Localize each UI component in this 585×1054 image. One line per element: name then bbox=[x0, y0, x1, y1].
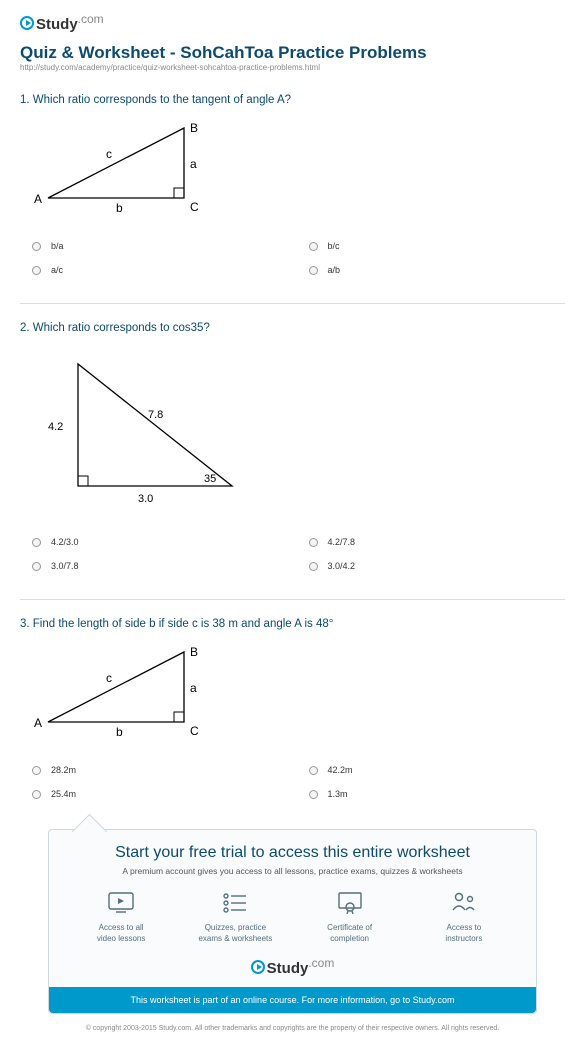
answer-option[interactable]: 28.2m bbox=[32, 765, 289, 775]
answer-text: a/c bbox=[51, 265, 63, 275]
answer-text: 42.2m bbox=[328, 765, 353, 775]
answer-radio[interactable] bbox=[32, 766, 41, 775]
svg-text:B: B bbox=[190, 121, 198, 135]
answer-text: 4.2/3.0 bbox=[51, 537, 79, 547]
quiz-icon bbox=[220, 890, 250, 923]
answer-radio[interactable] bbox=[32, 538, 41, 547]
feature-line2: video lessons bbox=[97, 934, 145, 944]
answer-radio[interactable] bbox=[32, 242, 41, 251]
answer-option[interactable]: 4.2/3.0 bbox=[32, 537, 289, 547]
answer-grid: 4.2/3.0 4.2/7.8 3.0/7.8 3.0/4.2 bbox=[32, 537, 565, 571]
answer-text: 3.0/4.2 bbox=[328, 561, 356, 571]
answer-radio[interactable] bbox=[309, 538, 318, 547]
feature-line1: Certificate of bbox=[327, 923, 372, 933]
answer-option[interactable]: a/b bbox=[309, 265, 566, 275]
answer-radio[interactable] bbox=[32, 562, 41, 571]
cert-icon bbox=[335, 890, 365, 923]
svg-text:c: c bbox=[106, 671, 112, 685]
svg-text:C: C bbox=[190, 724, 199, 738]
feature-line1: Access to all bbox=[99, 923, 144, 933]
promo-feature: Quizzes, practice exams & worksheets bbox=[183, 890, 287, 944]
promo-feature: Access to instructors bbox=[412, 890, 516, 944]
svg-text:c: c bbox=[106, 147, 112, 161]
separator bbox=[20, 303, 565, 304]
answer-radio[interactable] bbox=[32, 790, 41, 799]
question-text: 3. Find the length of side b if side c i… bbox=[20, 618, 565, 630]
feature-line2: exams & worksheets bbox=[198, 934, 272, 944]
answer-text: a/b bbox=[328, 265, 341, 275]
svg-text:b: b bbox=[116, 725, 123, 739]
svg-text:7.8: 7.8 bbox=[148, 409, 163, 421]
svg-text:a: a bbox=[190, 681, 197, 695]
promo-banner: This worksheet is part of an online cour… bbox=[49, 987, 536, 1013]
answer-radio[interactable] bbox=[309, 562, 318, 571]
svg-text:a: a bbox=[190, 157, 197, 171]
answer-option[interactable]: a/c bbox=[32, 265, 289, 275]
svg-text:A: A bbox=[34, 192, 42, 206]
feature-line1: Quizzes, practice bbox=[205, 923, 266, 933]
feature-line2: completion bbox=[330, 934, 369, 944]
answer-option[interactable]: b/a bbox=[32, 241, 289, 251]
answer-text: 28.2m bbox=[51, 765, 76, 775]
answer-option[interactable]: 42.2m bbox=[309, 765, 566, 775]
answer-radio[interactable] bbox=[32, 266, 41, 275]
question-figure: 7.8 4.2 3.0 35 bbox=[32, 346, 565, 519]
answer-text: 1.3m bbox=[328, 789, 348, 799]
question-figure: A B Ca b c bbox=[32, 118, 565, 223]
copyright: © copyright 2003-2015 Study.com. All oth… bbox=[20, 1024, 565, 1034]
answer-text: b/a bbox=[51, 241, 64, 251]
logo-text: Study.com bbox=[267, 956, 335, 977]
answer-radio[interactable] bbox=[309, 242, 318, 251]
instr-icon bbox=[449, 890, 479, 923]
feature-line2: instructors bbox=[445, 934, 482, 944]
svg-text:3.0: 3.0 bbox=[138, 493, 153, 505]
video-icon bbox=[106, 890, 136, 923]
answer-option[interactable]: 3.0/7.8 bbox=[32, 561, 289, 571]
answer-radio[interactable] bbox=[309, 766, 318, 775]
promo-box: Start your free trial to access this ent… bbox=[48, 829, 537, 1014]
site-logo: Study.com bbox=[20, 12, 565, 33]
feature-line1: Access to bbox=[447, 923, 482, 933]
promo-logo: Study.com bbox=[69, 956, 516, 977]
svg-text:35: 35 bbox=[204, 473, 216, 485]
separator bbox=[20, 599, 565, 600]
promo-title: Start your free trial to access this ent… bbox=[69, 844, 516, 862]
answer-text: 4.2/7.8 bbox=[328, 537, 356, 547]
play-icon bbox=[20, 16, 34, 30]
question-text: 1. Which ratio corresponds to the tangen… bbox=[20, 94, 565, 106]
page-title: Quiz & Worksheet - SohCahToa Practice Pr… bbox=[20, 43, 565, 63]
answer-radio[interactable] bbox=[309, 266, 318, 275]
question-figure: A B Ca b c bbox=[32, 642, 565, 747]
figure-triangle_35: 7.8 4.2 3.0 35 bbox=[32, 346, 262, 516]
answer-text: 3.0/7.8 bbox=[51, 561, 79, 571]
svg-text:B: B bbox=[190, 645, 198, 659]
answer-option[interactable]: 3.0/4.2 bbox=[309, 561, 566, 571]
page-url: http://study.com/academy/practice/quiz-w… bbox=[20, 63, 565, 72]
logo-text: Study.com bbox=[36, 12, 104, 33]
answer-grid: 28.2m 42.2m 25.4m 1.3m bbox=[32, 765, 565, 799]
answer-grid: b/a b/c a/c a/b bbox=[32, 241, 565, 275]
answer-option[interactable]: 25.4m bbox=[32, 789, 289, 799]
answer-option[interactable]: 1.3m bbox=[309, 789, 566, 799]
promo-feature: Access to all video lessons bbox=[69, 890, 173, 944]
question: 3. Find the length of side b if side c i… bbox=[20, 618, 565, 799]
svg-text:A: A bbox=[34, 716, 42, 730]
promo-subtitle: A premium account gives you access to al… bbox=[69, 866, 516, 876]
question: 1. Which ratio corresponds to the tangen… bbox=[20, 94, 565, 275]
answer-radio[interactable] bbox=[309, 790, 318, 799]
answer-option[interactable]: 4.2/7.8 bbox=[309, 537, 566, 547]
svg-text:C: C bbox=[190, 200, 199, 214]
promo-feature: Certificate of completion bbox=[298, 890, 402, 944]
question: 2. Which ratio corresponds to cos35? 7.8… bbox=[20, 322, 565, 571]
play-icon bbox=[251, 960, 265, 974]
svg-text:4.2: 4.2 bbox=[48, 421, 63, 433]
svg-text:b: b bbox=[116, 201, 123, 215]
figure-triangle_abc: A B Ca b c bbox=[32, 642, 212, 744]
figure-triangle_abc: A B Ca b c bbox=[32, 118, 212, 220]
answer-text: b/c bbox=[328, 241, 340, 251]
question-text: 2. Which ratio corresponds to cos35? bbox=[20, 322, 565, 334]
answer-option[interactable]: b/c bbox=[309, 241, 566, 251]
answer-text: 25.4m bbox=[51, 789, 76, 799]
